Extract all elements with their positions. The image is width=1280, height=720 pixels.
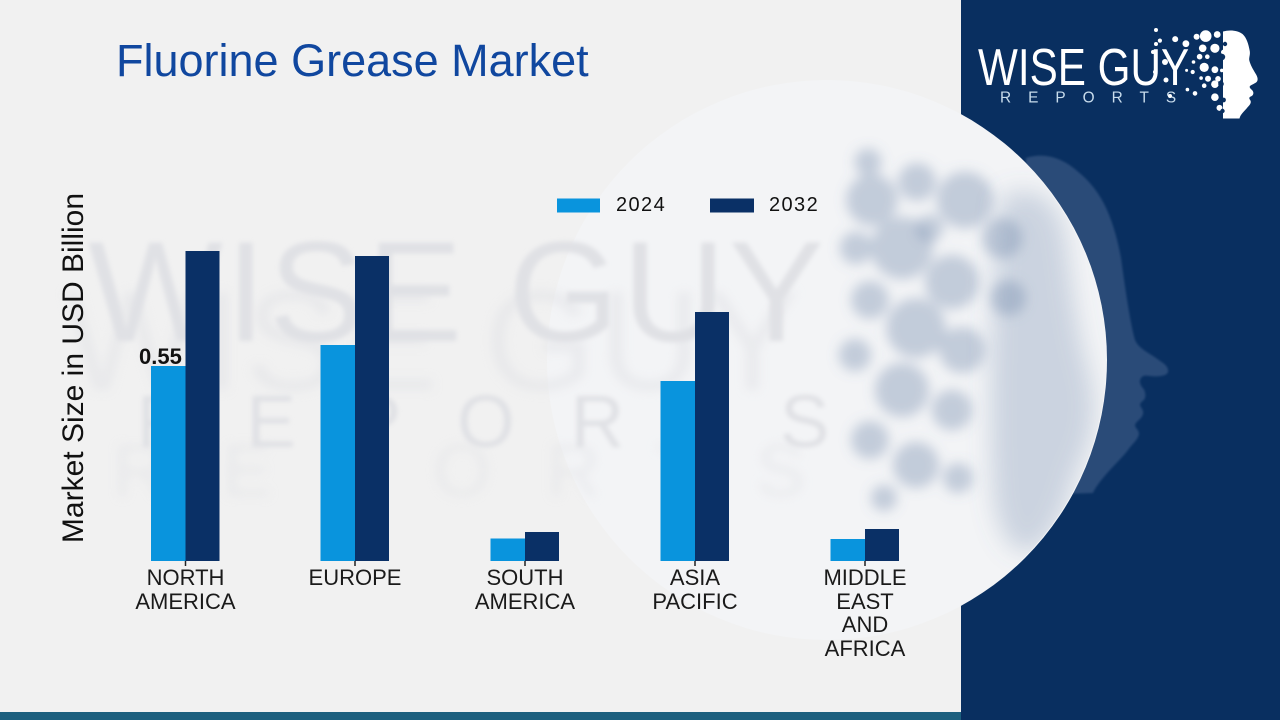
- svg-text:WISE GUY: WISE GUY: [978, 38, 1189, 96]
- svg-text:REPORTS: REPORTS: [1000, 90, 1193, 107]
